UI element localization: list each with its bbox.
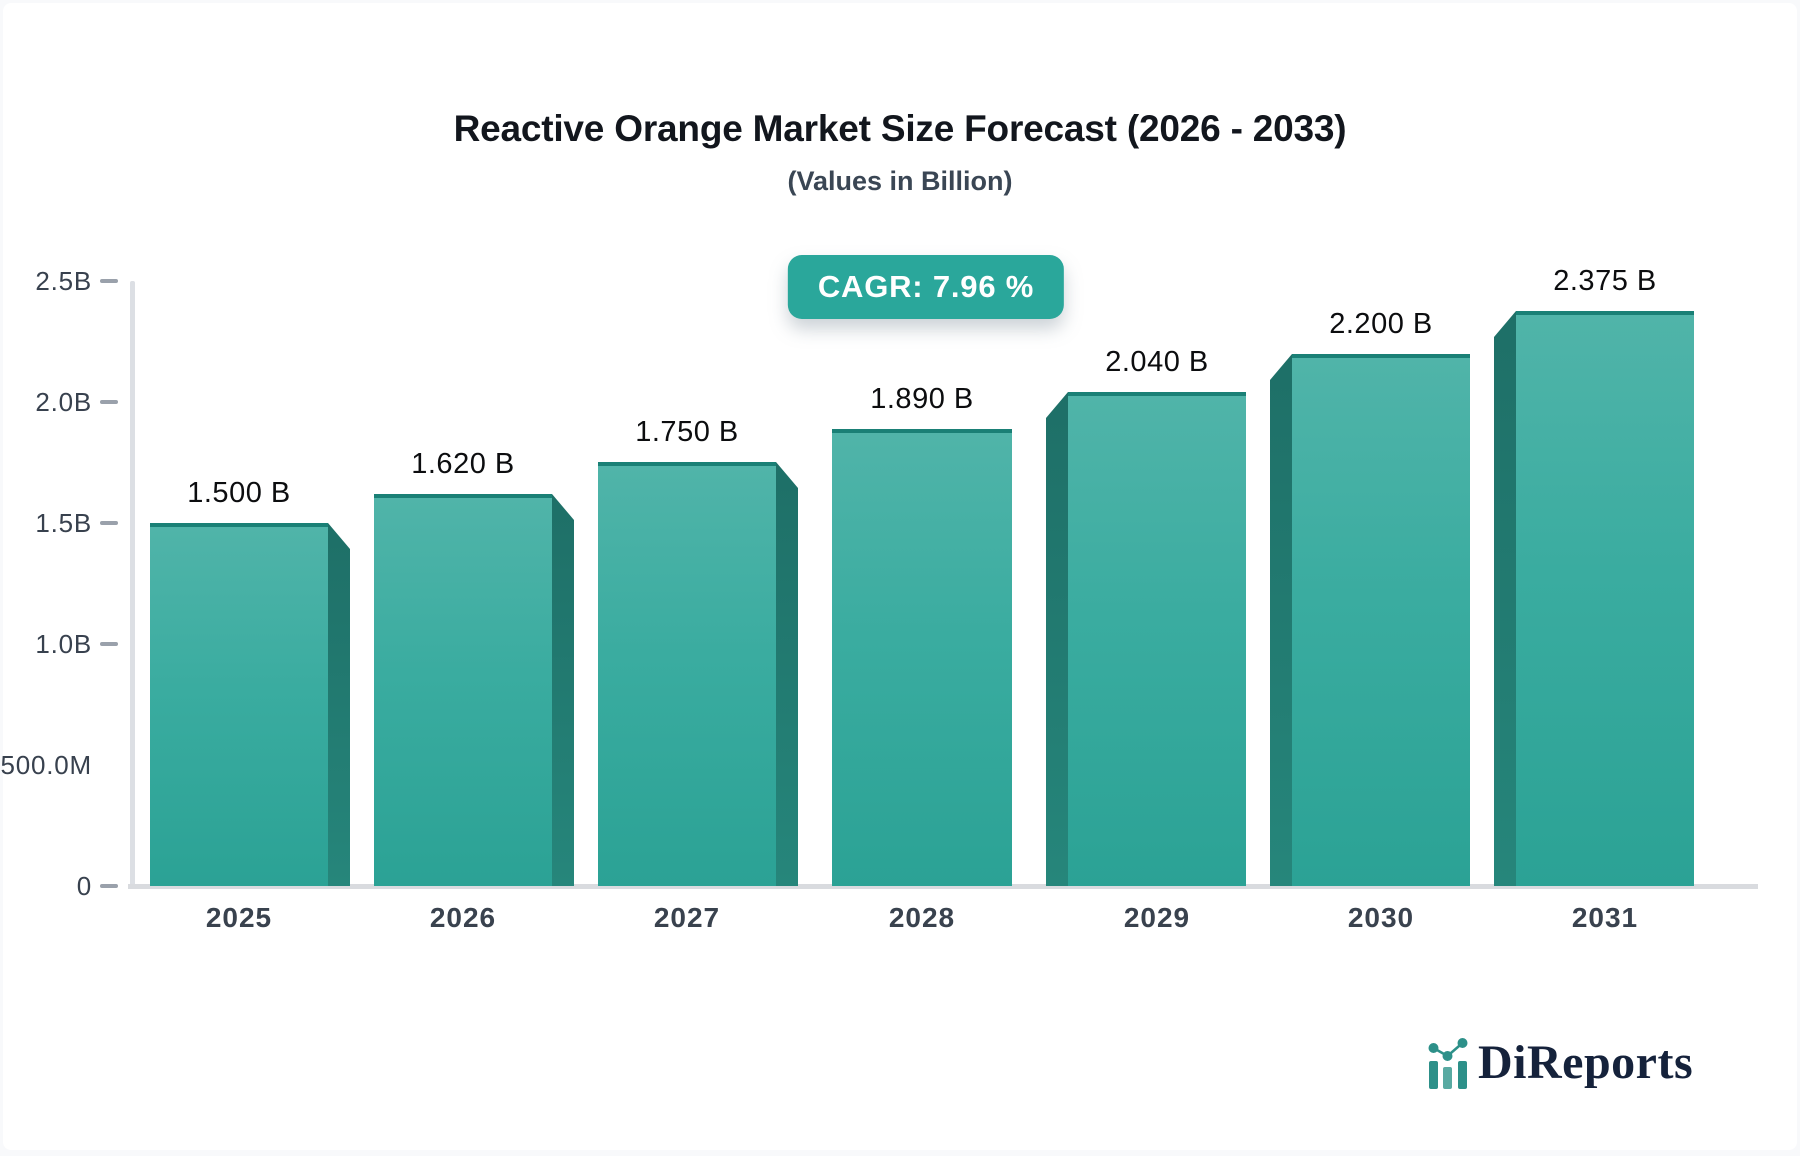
x-axis-baseline (128, 884, 1758, 889)
bar-side-face (1046, 392, 1068, 886)
chart-title: Reactive Orange Market Size Forecast (20… (453, 108, 1347, 149)
bar (832, 429, 1012, 886)
y-axis-tick (100, 642, 118, 646)
bar-value-label: 2.375 B (1553, 265, 1657, 297)
bar-value-label: 1.890 B (870, 383, 974, 415)
bar (1516, 311, 1694, 886)
y-axis-label: 1.5B (35, 508, 92, 538)
bar-value-label: 1.620 B (411, 448, 515, 480)
bar (1068, 392, 1246, 886)
bar-value-label: 2.200 B (1329, 308, 1433, 340)
x-axis-label: 2030 (1347, 902, 1415, 933)
y-axis-tick (100, 521, 118, 525)
y-axis-tick (100, 884, 118, 888)
bar (1292, 354, 1470, 886)
x-axis-label: 2029 (1123, 902, 1191, 933)
chart-subtitle: (Values in Billion) (787, 166, 1013, 196)
y-axis-line (130, 281, 135, 886)
bar-side-face (1270, 354, 1292, 886)
y-axis-tick (100, 400, 118, 404)
x-axis-label: 2026 (429, 902, 497, 933)
x-axis-label: 2028 (888, 902, 956, 933)
y-axis-label: 500.0M (0, 750, 92, 780)
bar-value-label: 1.500 B (187, 477, 291, 509)
y-axis-label: 0 (76, 871, 92, 901)
cagr-badge: CAGR: 7.96 % (787, 255, 1065, 319)
x-axis-label: 2027 (653, 902, 721, 933)
bar-side-face (552, 494, 574, 886)
x-axis-label: 2025 (205, 902, 273, 933)
y-axis-label: 1.0B (35, 629, 92, 659)
bar (374, 494, 552, 886)
bar-side-face (328, 523, 350, 886)
y-axis-label: 2.5B (35, 266, 92, 296)
bar-value-label: 2.040 B (1105, 346, 1209, 378)
brand-logo: DiReports (1428, 1030, 1693, 1092)
x-axis-label: 2031 (1571, 902, 1639, 933)
bar-chart-logo-icon (1428, 1038, 1468, 1089)
bar-side-face (1494, 311, 1516, 886)
bar-value-label: 1.750 B (635, 416, 739, 448)
y-axis-label: 2.0B (35, 387, 92, 417)
brand-logo-text: DiReports (1478, 1036, 1694, 1089)
bar (598, 462, 776, 886)
bar (150, 523, 328, 886)
y-axis-tick (100, 279, 118, 283)
bar-side-face (776, 462, 798, 886)
